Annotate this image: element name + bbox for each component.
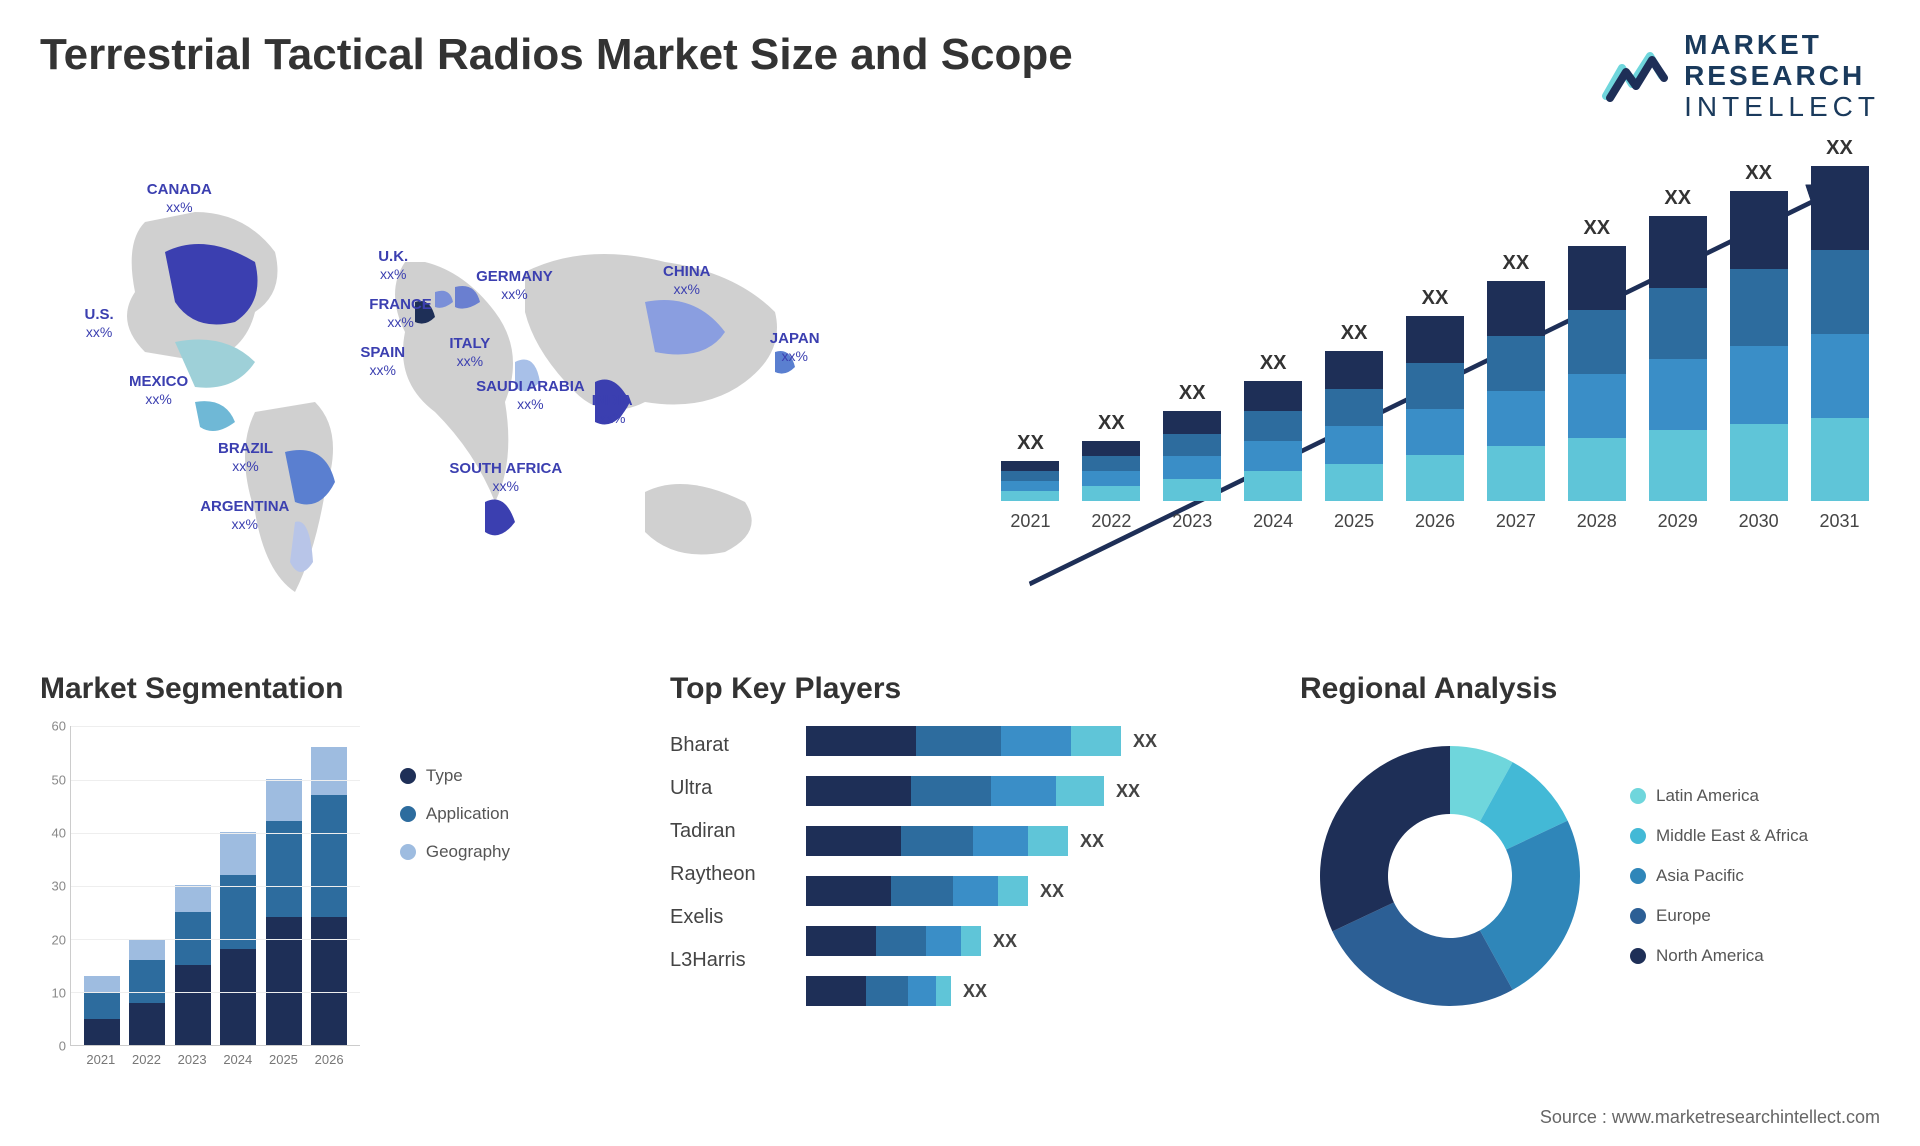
growth-chart-panel: XX 2021 XX 2022 XX 2023 XX 2024 XX 2025 XX 2026 XX 20…	[990, 152, 1880, 632]
player-row-bharat: XX	[806, 726, 1250, 756]
growth-bar-2023: XX 2023	[1158, 382, 1226, 532]
growth-year-label: 2027	[1496, 511, 1536, 532]
header: Terrestrial Tactical Radios Market Size …	[40, 30, 1880, 122]
map-label-argentina: ARGENTINAxx%	[200, 498, 289, 534]
page-title: Terrestrial Tactical Radios Market Size …	[40, 30, 1073, 80]
growth-value-label: XX	[1017, 432, 1044, 455]
growth-year-label: 2028	[1577, 511, 1617, 532]
growth-value-label: XX	[1583, 217, 1610, 240]
growth-value-label: XX	[1422, 287, 1449, 310]
growth-bar-2022: XX 2022	[1077, 412, 1145, 532]
map-label-japan: JAPANxx%	[770, 330, 820, 366]
map-label-france: FRANCExx%	[369, 296, 432, 332]
map-label-mexico: MEXICOxx%	[129, 373, 188, 409]
seg-legend-application: Application	[400, 804, 510, 824]
growth-value-label: XX	[1341, 322, 1368, 345]
segmentation-title: Market Segmentation	[40, 672, 620, 706]
regional-legend-north-america: North America	[1630, 946, 1808, 966]
growth-bar-2024: XX 2024	[1239, 352, 1307, 532]
growth-bar-2030: XX 2030	[1725, 162, 1793, 532]
seg-legend-geography: Geography	[400, 842, 510, 862]
logo-line3: INTELLECT	[1684, 92, 1880, 123]
map-label-india: INDIAxx%	[592, 392, 633, 428]
growth-bar-2025: XX 2025	[1320, 322, 1388, 532]
player-row-l3harris: XX	[806, 976, 1250, 1006]
growth-bar-2029: XX 2029	[1644, 187, 1712, 532]
seg-bar-2025	[266, 779, 302, 1046]
players-title: Top Key Players	[670, 672, 1250, 706]
map-label-italy: ITALYxx%	[449, 335, 490, 371]
player-row-tadiran: XX	[806, 826, 1250, 856]
seg-bar-2021	[84, 976, 120, 1045]
growth-year-label: 2023	[1172, 511, 1212, 532]
growth-bar-2027: XX 2027	[1482, 252, 1550, 532]
player-label-ultra: Ultra	[670, 777, 790, 800]
growth-value-label: XX	[1826, 137, 1853, 160]
player-label-raytheon: Raytheon	[670, 863, 790, 886]
player-row-exelis: XX	[806, 926, 1250, 956]
map-label-spain: SPAINxx%	[360, 344, 405, 380]
player-label-exelis: Exelis	[670, 906, 790, 929]
regional-legend-latin-america: Latin America	[1630, 786, 1808, 806]
players-panel: Top Key Players Bharat Ultra Tadiran Raythe…	[670, 672, 1250, 1102]
regional-legend-europe: Europe	[1630, 906, 1808, 926]
seg-bar-2023	[175, 885, 211, 1045]
growth-value-label: XX	[1260, 352, 1287, 375]
world-map-panel: CANADAxx% U.S.xx% MEXICOxx% BRAZILxx% ARGENT…	[40, 152, 930, 632]
growth-year-label: 2029	[1658, 511, 1698, 532]
map-label-germany: GERMANYxx%	[476, 268, 553, 304]
player-label-l3harris: L3Harris	[670, 949, 790, 972]
growth-year-label: 2026	[1415, 511, 1455, 532]
player-row-ultra: XX	[806, 776, 1250, 806]
growth-year-label: 2030	[1739, 511, 1779, 532]
map-label-china: CHINAxx%	[663, 263, 711, 299]
brand-logo: MARKET RESEARCH INTELLECT	[1602, 30, 1880, 122]
donut-slice-north-america	[1320, 746, 1450, 931]
growth-year-label: 2022	[1091, 511, 1131, 532]
source-attribution: Source : www.marketresearchintellect.com	[1540, 1107, 1880, 1128]
map-label-brazil: BRAZILxx%	[218, 440, 273, 476]
map-label-u-k-: U.K.xx%	[378, 248, 408, 284]
regional-donut	[1300, 726, 1600, 1026]
growth-value-label: XX	[1179, 382, 1206, 405]
map-label-canada: CANADAxx%	[147, 181, 212, 217]
player-label-bharat: Bharat	[670, 734, 790, 757]
regional-panel: Regional Analysis Latin America Middle Ea…	[1300, 672, 1880, 1102]
growth-year-label: 2021	[1010, 511, 1050, 532]
regional-legend-asia-pacific: Asia Pacific	[1630, 866, 1808, 886]
growth-year-label: 2031	[1819, 511, 1859, 532]
seg-bar-2026	[311, 747, 347, 1046]
seg-legend-type: Type	[400, 766, 510, 786]
regional-title: Regional Analysis	[1300, 672, 1880, 706]
growth-value-label: XX	[1098, 412, 1125, 435]
growth-year-label: 2024	[1253, 511, 1293, 532]
regional-legend-middle-east-africa: Middle East & Africa	[1630, 826, 1808, 846]
logo-mark-icon	[1602, 48, 1672, 104]
growth-value-label: XX	[1503, 252, 1530, 275]
player-label-tadiran: Tadiran	[670, 820, 790, 843]
growth-value-label: XX	[1664, 187, 1691, 210]
growth-value-label: XX	[1745, 162, 1772, 185]
growth-bar-2031: XX 2031	[1806, 137, 1874, 532]
growth-bar-2026: XX 2026	[1401, 287, 1469, 532]
player-row-raytheon: XX	[806, 876, 1250, 906]
segmentation-panel: Market Segmentation 0102030405060 TypeAp…	[40, 672, 620, 1102]
growth-year-label: 2025	[1334, 511, 1374, 532]
growth-bar-2021: XX 2021	[996, 432, 1064, 532]
logo-line1: MARKET	[1684, 30, 1880, 61]
map-label-saudi-arabia: SAUDI ARABIAxx%	[476, 378, 585, 414]
map-label-u-s-: U.S.xx%	[85, 306, 114, 342]
logo-line2: RESEARCH	[1684, 61, 1880, 92]
growth-bar-2028: XX 2028	[1563, 217, 1631, 532]
map-label-south-africa: SOUTH AFRICAxx%	[449, 460, 562, 496]
